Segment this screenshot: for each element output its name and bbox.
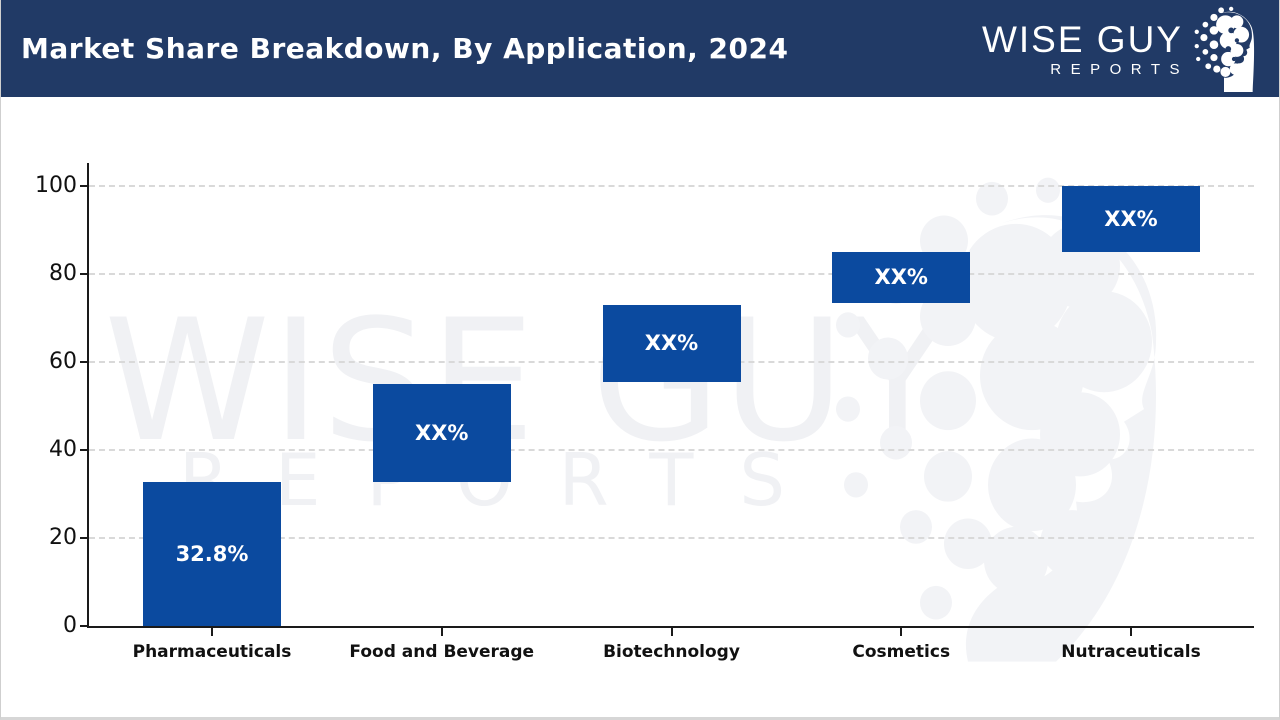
x-axis-tick [900,628,903,636]
bar-value-label: XX% [1104,207,1158,231]
gridline [89,537,1254,539]
bar-nutraceuticals: XX% [1062,186,1200,252]
y-axis-tick-label: 100 [35,173,77,198]
header: Market Share Breakdown, By Application, … [1,0,1279,97]
bar-food-and-beverage: XX% [372,384,511,482]
y-axis-tick-label: 0 [63,613,77,638]
bar-value-label: XX% [415,420,469,445]
watermark-wordmark: WISE GUY [104,283,950,479]
y-axis-tick [80,273,88,275]
gridline [89,185,1254,187]
x-axis-tick [440,628,443,636]
y-axis-tick [80,537,88,539]
y-axis-tick-label: 80 [49,261,77,286]
logo-text: WISE GUY REPORTS [982,21,1183,77]
y-axis-tick [80,449,88,451]
gridline [89,273,1254,275]
y-axis-tick-label: 60 [49,349,77,374]
x-axis-tick [211,628,213,636]
bar-value-label: 32.8% [175,541,249,566]
dotted-head-logo-icon [1194,6,1255,92]
bar-biotechnology: XX% [602,304,741,382]
wise-guy-logo: WISE GUY REPORTS [982,6,1261,92]
y-axis-tick-label: 40 [49,437,77,462]
x-axis-tick [670,628,673,636]
watermark-head-graphic [836,177,1157,662]
gridline [89,449,1254,451]
x-axis-category-label: Food and Beverage [349,642,535,662]
x-axis-category-label: Pharmaceuticals [132,642,292,662]
x-axis-category-label: Biotechnology [603,642,740,662]
bar-cosmetics: XX% [832,252,971,303]
y-axis-tick [80,185,88,187]
logo-wordmark: WISE GUY [981,18,1183,60]
y-axis-tick [80,361,88,363]
y-axis-line [87,163,89,628]
x-axis-category-label: Nutraceuticals [1061,642,1201,662]
logo-subtitle: REPORTS [1050,60,1189,78]
bar-value-label: XX% [644,331,699,356]
bar-value-label: XX% [874,265,928,290]
x-axis-line [87,626,1254,628]
y-axis-tick-label: 20 [49,525,77,550]
bar-pharmaceuticals: 32.8% [143,481,281,626]
y-axis-tick [80,625,88,627]
x-axis-tick [1130,628,1132,636]
x-axis-category-label: Cosmetics [852,642,951,662]
page-title: Market Share Breakdown, By Application, … [21,32,789,65]
